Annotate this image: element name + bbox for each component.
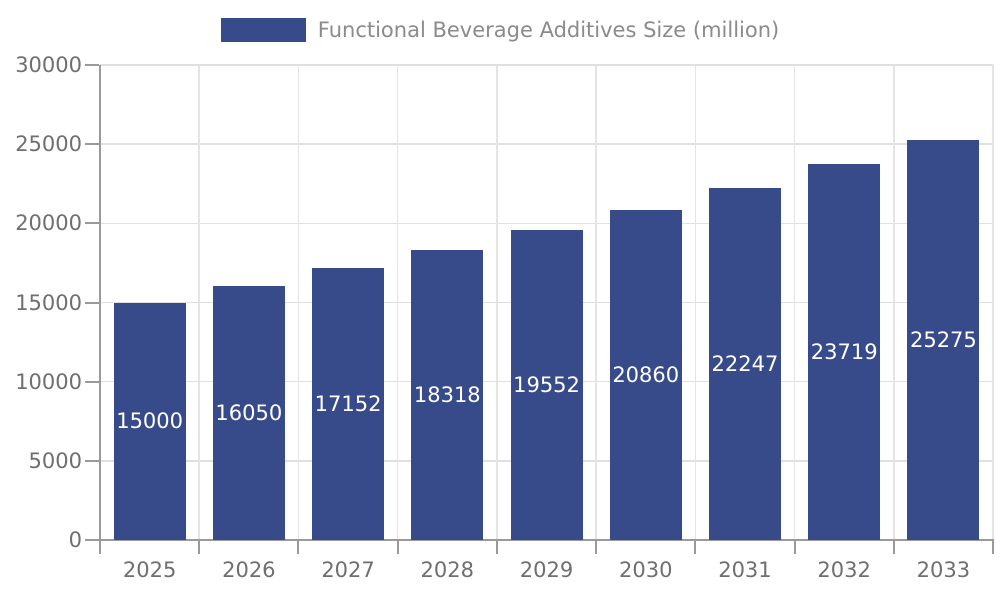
bar-2028[interactable]	[411, 249, 484, 540]
bar-2026[interactable]	[212, 285, 285, 540]
y-axis-tick	[85, 64, 99, 66]
bar-2025[interactable]	[113, 302, 186, 540]
bar-value-label: 25275	[909, 327, 977, 352]
y-axis-label: 30000	[15, 53, 82, 77]
bar-value-label: 16050	[215, 400, 283, 425]
x-axis-label: 2026	[222, 558, 276, 582]
x-axis-label: 2033	[916, 558, 971, 582]
x-axis-tick	[297, 540, 300, 554]
x-gridline	[595, 65, 597, 540]
y-axis-tick	[85, 459, 99, 462]
x-gridline	[396, 65, 399, 540]
x-axis-label: 2028	[420, 558, 474, 582]
bar-2029[interactable]	[510, 230, 583, 540]
x-axis-tick	[495, 540, 498, 554]
x-axis-tick	[595, 540, 598, 554]
bar-value-label: 17152	[314, 392, 382, 417]
x-axis-label: 2030	[618, 558, 673, 582]
bar-2032[interactable]	[808, 164, 881, 540]
y-axis-label: 25000	[15, 132, 82, 157]
y-gridline	[100, 222, 993, 225]
legend-swatch[interactable]	[220, 18, 306, 42]
bar-2030[interactable]	[609, 209, 682, 540]
bar-value-label: 22247	[711, 351, 779, 376]
x-axis-label: 2031	[718, 558, 772, 582]
bar-2031[interactable]	[708, 187, 781, 540]
bar-value-label: 15000	[116, 409, 184, 434]
y-axis-label: 0	[68, 528, 82, 552]
x-gridline	[297, 65, 300, 540]
x-axis-tick	[892, 540, 895, 554]
y-axis-tick	[85, 380, 99, 383]
x-axis-line	[99, 539, 994, 541]
y-axis-label: 10000	[15, 369, 82, 394]
x-gridline	[694, 65, 697, 540]
y-axis-label: 20000	[15, 211, 82, 236]
y-gridline	[100, 64, 993, 66]
bar-2027[interactable]	[312, 268, 385, 540]
bar-value-label: 20860	[612, 362, 680, 387]
x-gridline	[198, 65, 200, 540]
x-axis-tick	[198, 540, 201, 554]
bar-value-label: 18318	[413, 382, 481, 407]
x-axis-label: 2027	[321, 558, 375, 582]
x-gridline	[992, 65, 994, 540]
x-axis-label: 2032	[817, 558, 871, 582]
bar-value-label: 19552	[513, 373, 580, 398]
x-axis-label: 2025	[122, 558, 177, 582]
x-axis-tick	[992, 540, 994, 554]
x-axis-label: 2029	[519, 558, 574, 582]
x-gridline	[793, 65, 796, 540]
x-axis-tick	[396, 540, 399, 554]
x-gridline	[893, 65, 895, 540]
y-axis-tick	[85, 222, 99, 225]
x-axis-tick	[793, 540, 796, 554]
bar-2033[interactable]	[907, 139, 980, 540]
y-axis-tick	[85, 301, 99, 304]
x-axis-tick	[694, 540, 697, 554]
y-gridline	[100, 143, 993, 145]
y-axis-tick	[85, 143, 99, 146]
plot-area: 0 5000 10000 15000 20000 25000 30000 15000 2025 1…	[15, 53, 994, 582]
y-axis-line	[99, 65, 101, 540]
chart-legend[interactable]: Functional Beverage Additives Size (mill…	[0, 16, 1000, 44]
y-axis-label: 15000	[15, 290, 82, 315]
y-axis-tick	[85, 539, 99, 541]
legend-label: Functional Beverage Additives Size (mill…	[317, 18, 780, 42]
x-axis-tick	[99, 540, 101, 554]
bar-value-label: 23719	[810, 340, 878, 365]
y-axis-label: 5000	[28, 448, 82, 473]
x-gridline	[496, 65, 498, 540]
